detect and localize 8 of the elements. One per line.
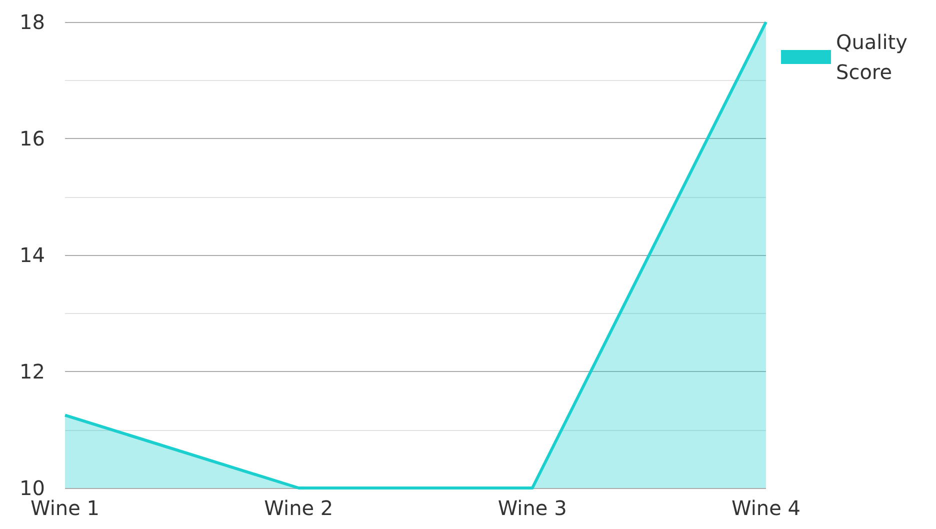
x-tick-label: Wine 2 xyxy=(264,496,334,520)
x-tick-label: Wine 4 xyxy=(732,496,800,520)
x-tick-label: Wine 3 xyxy=(498,496,567,520)
y-tick-label: 12 xyxy=(20,360,45,384)
legend-label: Quality Score xyxy=(836,30,914,84)
y-tick-label: 16 xyxy=(20,126,45,150)
y-tick-label: 14 xyxy=(20,243,45,267)
y-tick-label: 18 xyxy=(20,10,45,34)
